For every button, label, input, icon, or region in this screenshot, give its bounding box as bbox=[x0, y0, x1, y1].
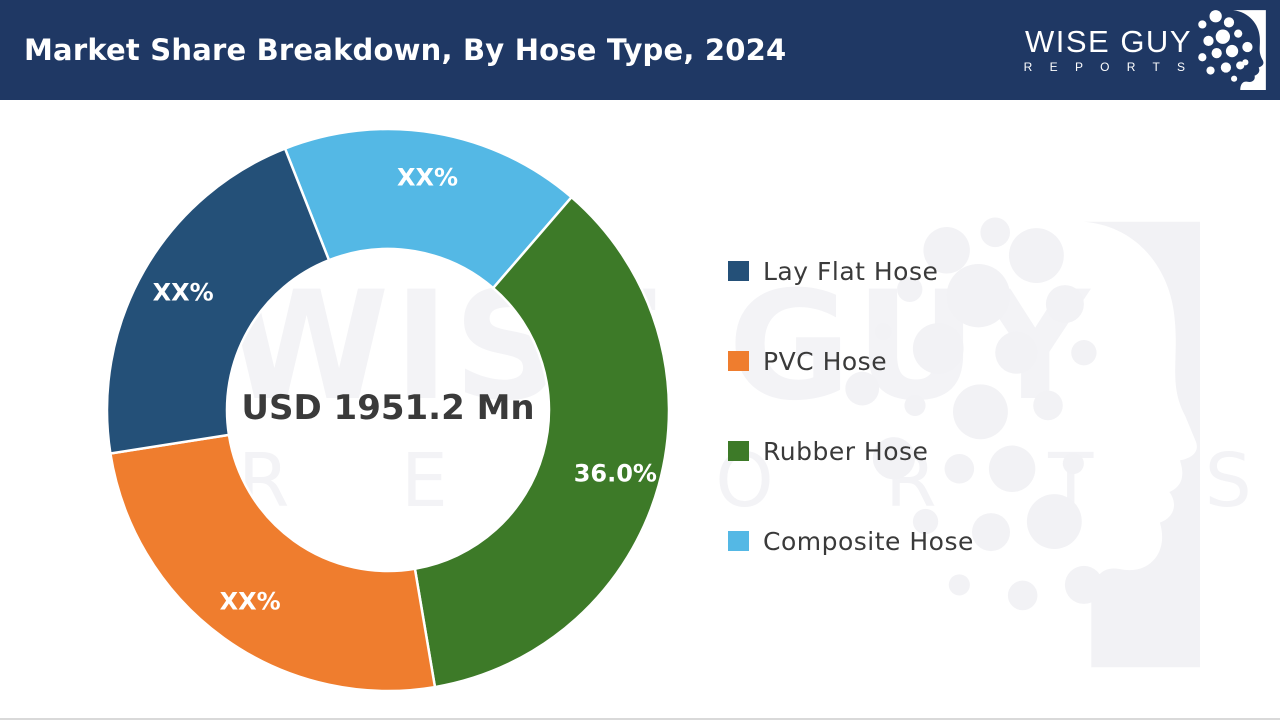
watermark-face-icon bbox=[820, 200, 1200, 674]
donut-slice-pvc-hose bbox=[109, 433, 437, 693]
legend-swatch-lay-flat-hose bbox=[728, 261, 749, 281]
donut-chart: XX% 36.0% XX% XX% bbox=[105, 127, 671, 693]
donut-center-value: USD 1951.2 Mn bbox=[241, 388, 535, 428]
legend-item-composite-hose: Composite Hose bbox=[728, 518, 974, 564]
slice-label-composite-hose: XX% bbox=[397, 163, 458, 191]
chart-area: WISE GUY R E P O R T S XX% 36.0% XX% XX% US… bbox=[0, 100, 1280, 718]
brand-logo: WISE GUY R E P O R T S bbox=[1024, 6, 1266, 94]
legend-item-rubber-hose: Rubber Hose bbox=[728, 428, 974, 474]
slice-label-rubber-hose: 36.0% bbox=[574, 459, 657, 487]
donut-slice-composite-hose bbox=[283, 127, 573, 290]
brand-face-icon bbox=[1194, 6, 1266, 94]
donut-slice-lay-flat-hose bbox=[105, 147, 331, 455]
header: Market Share Breakdown, By Hose Type, 20… bbox=[0, 0, 1280, 100]
legend: Lay Flat Hose PVC Hose Rubber Hose Composit… bbox=[728, 248, 974, 608]
legend-label: Composite Hose bbox=[763, 526, 974, 556]
donut-slice-rubber-hose bbox=[413, 195, 671, 689]
legend-swatch-pvc-hose bbox=[728, 351, 749, 371]
legend-swatch-composite-hose bbox=[728, 531, 749, 551]
slice-label-pvc-hose: XX% bbox=[220, 588, 281, 616]
slice-label-lay-flat-hose: XX% bbox=[153, 279, 214, 307]
page-title: Market Share Breakdown, By Hose Type, 20… bbox=[24, 33, 787, 67]
legend-label: PVC Hose bbox=[763, 346, 888, 376]
legend-swatch-rubber-hose bbox=[728, 441, 749, 461]
footer-divider bbox=[0, 718, 1280, 720]
brand-logo-text: WISE GUY R E P O R T S bbox=[1023, 23, 1192, 75]
legend-label: Lay Flat Hose bbox=[763, 256, 939, 286]
brand-subtitle: R E P O R T S bbox=[1023, 60, 1192, 75]
legend-item-lay-flat-hose: Lay Flat Hose bbox=[728, 248, 974, 294]
legend-item-pvc-hose: PVC Hose bbox=[728, 338, 974, 384]
legend-label: Rubber Hose bbox=[763, 436, 929, 466]
brand-name: WISE GUY bbox=[1024, 23, 1192, 59]
